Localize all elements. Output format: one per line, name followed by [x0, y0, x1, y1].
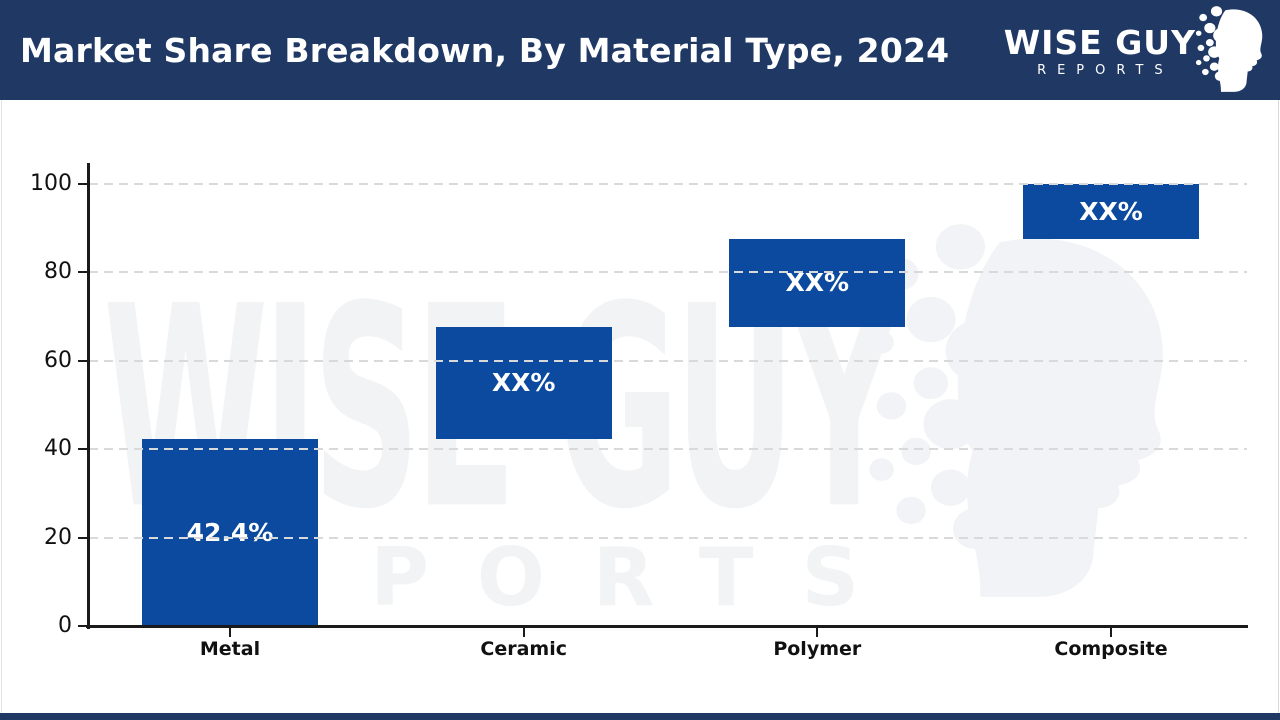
y-tick-label: 60: [44, 347, 72, 373]
logo-wordmark: WISE GUY: [1003, 23, 1196, 62]
category-label-composite: Composite: [1054, 638, 1168, 660]
left-border: [1, 100, 2, 713]
bar-metal: 42.4%: [142, 438, 318, 626]
y-tick-label: 40: [44, 436, 72, 462]
y-tick-label: 0: [58, 613, 72, 638]
x-tick-metal: [229, 628, 231, 637]
page-title: Market Share Breakdown, By Material Type…: [20, 30, 950, 70]
category-label-polymer: Polymer: [773, 638, 862, 660]
gridline-60: [89, 359, 1247, 362]
y-tick-60: [78, 359, 87, 362]
y-tick-20: [78, 536, 87, 539]
gridline-40: [89, 448, 1247, 451]
x-tick-polymer: [816, 628, 819, 637]
bar-ceramic: XX%: [435, 327, 612, 439]
bar-value-label: XX%: [1079, 196, 1143, 226]
bar-polymer: XX%: [729, 238, 906, 328]
logo-subtitle: REPORTS: [1037, 63, 1174, 78]
x-axis-line: [86, 625, 1248, 628]
waterfall-chart: WISE GUY REPORTS 0 20 40 60 80 100 42.4% XX% XX%…: [0, 100, 1280, 713]
category-label-ceramic: Ceramic: [480, 638, 567, 660]
gridline-80: [89, 271, 1247, 274]
footer-bar: [0, 713, 1280, 720]
gridline-100: [89, 183, 1247, 185]
right-border: [1278, 100, 1279, 713]
y-axis-line: [87, 163, 90, 629]
y-tick-40: [78, 448, 87, 451]
logo-text: WISE GUY REPORTS: [1003, 23, 1196, 79]
wise-guy-logo: WISE GUY REPORTS: [1004, 0, 1270, 100]
y-tick-label: 100: [30, 171, 72, 196]
head-profile-dots-icon: [1195, 6, 1263, 92]
bar-value-label: XX%: [491, 368, 556, 398]
y-tick-80: [78, 271, 87, 274]
y-tick-0: [78, 625, 87, 627]
gridline-20: [89, 536, 1247, 539]
header-bar: Market Share Breakdown, By Material Type…: [0, 0, 1280, 100]
x-tick-ceramic: [522, 628, 525, 637]
watermark-head-profile-icon: [869, 224, 1163, 597]
bar-value-label: 42.4%: [186, 517, 274, 547]
x-tick-composite: [1110, 628, 1112, 637]
y-tick-label: 80: [44, 259, 72, 285]
bar-composite: XX%: [1023, 184, 1199, 239]
y-tick-100: [78, 183, 87, 185]
category-label-metal: Metal: [199, 638, 261, 660]
y-tick-label: 20: [44, 524, 72, 550]
